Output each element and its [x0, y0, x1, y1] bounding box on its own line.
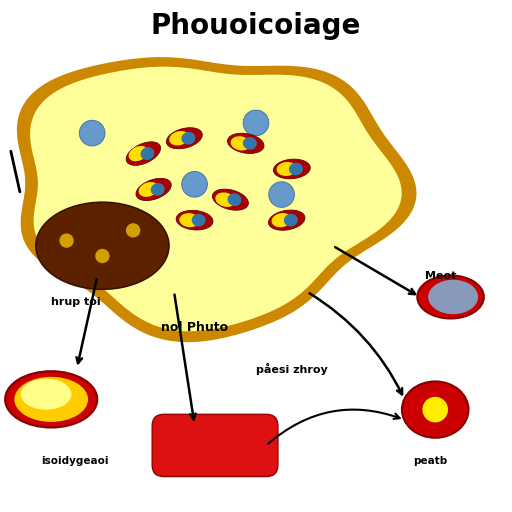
Ellipse shape	[129, 146, 148, 161]
Ellipse shape	[276, 162, 297, 176]
Ellipse shape	[212, 189, 248, 210]
Ellipse shape	[136, 178, 171, 201]
Ellipse shape	[273, 159, 310, 179]
Ellipse shape	[417, 275, 484, 318]
Ellipse shape	[139, 182, 158, 197]
Circle shape	[79, 120, 105, 146]
Ellipse shape	[126, 142, 161, 165]
FancyBboxPatch shape	[152, 414, 278, 477]
Circle shape	[243, 110, 269, 136]
Circle shape	[422, 397, 448, 422]
Ellipse shape	[402, 381, 468, 438]
Ellipse shape	[243, 137, 257, 150]
Ellipse shape	[230, 136, 251, 151]
Ellipse shape	[289, 163, 303, 175]
Text: nol Phuto: nol Phuto	[161, 321, 228, 334]
Ellipse shape	[5, 371, 97, 428]
Ellipse shape	[36, 202, 169, 289]
Ellipse shape	[227, 194, 242, 206]
Ellipse shape	[166, 127, 202, 149]
Text: Phouoicoiage: Phouoicoiage	[151, 12, 361, 39]
Ellipse shape	[141, 147, 154, 160]
Ellipse shape	[151, 183, 165, 196]
Circle shape	[182, 172, 207, 197]
Ellipse shape	[428, 280, 478, 314]
Circle shape	[95, 249, 110, 263]
Ellipse shape	[181, 132, 196, 144]
Ellipse shape	[21, 379, 72, 410]
Polygon shape	[17, 57, 416, 342]
Ellipse shape	[271, 213, 292, 227]
Circle shape	[269, 182, 294, 207]
Ellipse shape	[176, 210, 213, 230]
Text: Meot: Meot	[424, 271, 456, 282]
Circle shape	[126, 223, 140, 238]
Circle shape	[59, 233, 74, 248]
Polygon shape	[29, 66, 402, 332]
Ellipse shape	[169, 131, 189, 145]
Text: påesi zhroy: påesi zhroy	[256, 362, 328, 375]
Text: peatb: peatb	[413, 456, 447, 466]
Text: hrup toi: hrup toi	[51, 297, 101, 307]
Ellipse shape	[191, 214, 206, 226]
Ellipse shape	[227, 133, 264, 154]
Text: isoidygeaoi: isoidygeaoi	[41, 456, 109, 466]
Ellipse shape	[179, 213, 200, 227]
Ellipse shape	[216, 193, 235, 207]
Ellipse shape	[284, 214, 298, 226]
Ellipse shape	[14, 377, 88, 422]
Ellipse shape	[268, 210, 305, 230]
